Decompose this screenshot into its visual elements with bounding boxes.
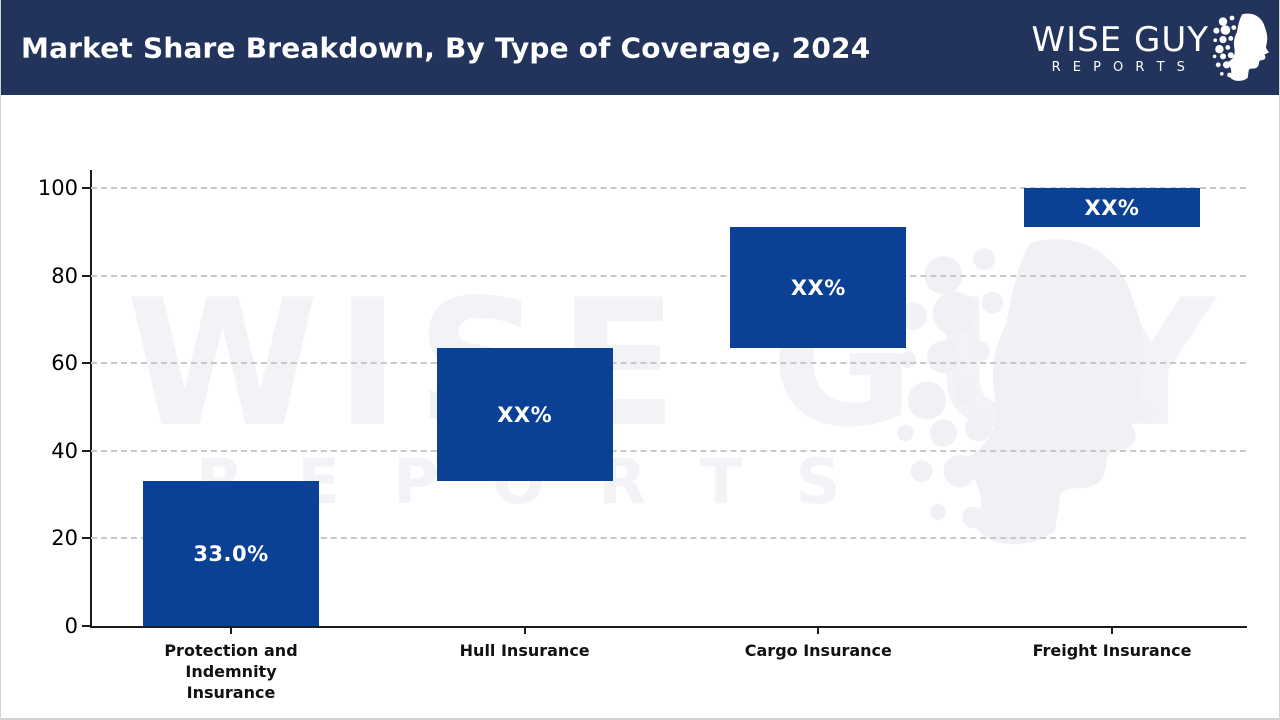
bar-value-label: 33.0%: [193, 541, 269, 566]
y-tick: [82, 537, 91, 540]
bar: XX%: [730, 227, 907, 348]
x-axis-category-label: Protection and Indemnity Insurance: [164, 641, 298, 702]
bar-value-label: XX%: [1084, 195, 1140, 220]
chart-canvas: WISE GUY R E P O R T S 0 20 40 60 80 100 33.0%…: [1, 95, 1279, 718]
brand-logo: WISE GUY R E P O R T S: [1031, 8, 1271, 88]
y-tick-label: 20: [51, 526, 78, 551]
y-tick-label: 80: [51, 263, 78, 288]
y-tick-label: 40: [51, 438, 78, 463]
x-tick: [523, 628, 526, 634]
chart-title: Market Share Breakdown, By Type of Cover…: [21, 31, 871, 64]
plot-area: 0 20 40 60 80 100 33.0% Protection and Indemnit…: [1, 95, 1279, 718]
y-tick-label: 60: [51, 351, 78, 376]
gridline: [91, 187, 1246, 189]
y-tick-label: 100: [37, 176, 78, 200]
y-tick: [82, 625, 91, 627]
bar: XX%: [1024, 188, 1200, 228]
bar: XX%: [436, 347, 613, 482]
y-tick: [82, 362, 91, 365]
x-axis-category-label: Freight Insurance: [1032, 641, 1192, 660]
bar-value-label: XX%: [497, 402, 553, 427]
x-axis-line: [90, 626, 1247, 628]
x-tick: [230, 628, 232, 634]
y-tick-label: 0: [64, 614, 78, 638]
y-tick: [82, 187, 91, 189]
x-axis-category-label: Hull Insurance: [459, 641, 590, 660]
gridline: [91, 362, 1246, 365]
brand-text: WISE GUY R E P O R T S: [1031, 21, 1209, 75]
bar-value-label: XX%: [790, 275, 846, 300]
x-tick: [817, 628, 820, 634]
gridline: [91, 449, 1246, 452]
gridline: [91, 274, 1246, 277]
y-axis-line: [90, 170, 92, 628]
gridline: [91, 537, 1246, 540]
y-tick: [82, 274, 91, 277]
x-tick: [1111, 628, 1113, 634]
brand-subtitle: R E P O R T S: [1051, 60, 1189, 75]
header-bar: Market Share Breakdown, By Type of Cover…: [1, 0, 1279, 95]
brand-head-icon: [1211, 11, 1271, 85]
y-tick: [82, 449, 91, 452]
x-axis-category-label: Cargo Insurance: [744, 641, 892, 660]
brand-name: WISE GUY: [1031, 20, 1209, 60]
bar: 33.0%: [143, 481, 319, 626]
